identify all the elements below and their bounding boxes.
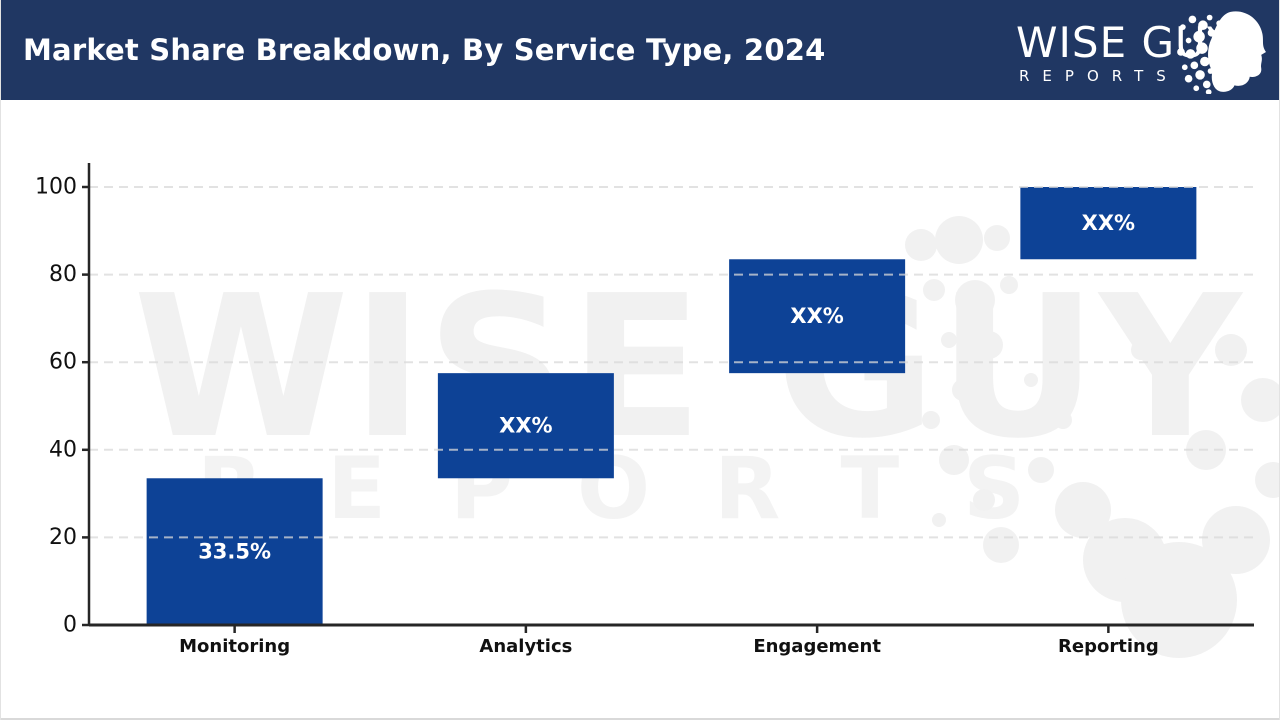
y-tick-label-0: 0 bbox=[63, 613, 77, 638]
header: Market Share Breakdown, By Service Type,… bbox=[1, 0, 1279, 100]
bar-label-reporting: XX% bbox=[1082, 211, 1135, 235]
y-tick-label-40: 40 bbox=[49, 437, 77, 462]
x-tick-label-engagement: Engagement bbox=[753, 636, 881, 657]
bar-analytics bbox=[437, 373, 614, 479]
y-tick-label-100: 100 bbox=[35, 175, 77, 200]
bar-engagement bbox=[729, 259, 906, 374]
bar-reporting bbox=[1020, 187, 1197, 260]
bar-monitoring bbox=[146, 478, 323, 625]
x-tick-label-reporting: Reporting bbox=[1058, 636, 1159, 657]
y-tick-label-60: 60 bbox=[49, 350, 77, 375]
waterfall-chart: 33.5% XX% XX% XX% 0 20 40 60 80 100 Monitoring Anal… bbox=[35, 163, 1254, 657]
brand-name: WISE GUY bbox=[1016, 18, 1234, 67]
brand-logo-text: WISE GUY REPORTS bbox=[1016, 18, 1234, 86]
brand-subname: REPORTS bbox=[1019, 67, 1179, 85]
brand-logo: WISE GUY REPORTS bbox=[1016, 8, 1271, 94]
face-profile-icon bbox=[1177, 11, 1266, 94]
bar-label-monitoring: 33.5% bbox=[198, 540, 271, 564]
page-title: Market Share Breakdown, By Service Type,… bbox=[23, 33, 826, 67]
bar-label-engagement: XX% bbox=[790, 304, 843, 328]
y-tick-label-80: 80 bbox=[49, 262, 77, 287]
bar-label-analytics: XX% bbox=[499, 414, 552, 438]
x-tick-label-monitoring: Monitoring bbox=[179, 636, 290, 657]
x-tick-label-analytics: Analytics bbox=[479, 636, 572, 657]
y-tick-label-20: 20 bbox=[49, 525, 77, 550]
chart-area: WISE GUY REPORTS 33.5% XX% XX% XX% 0 20 40 60 80… bbox=[1, 100, 1279, 720]
